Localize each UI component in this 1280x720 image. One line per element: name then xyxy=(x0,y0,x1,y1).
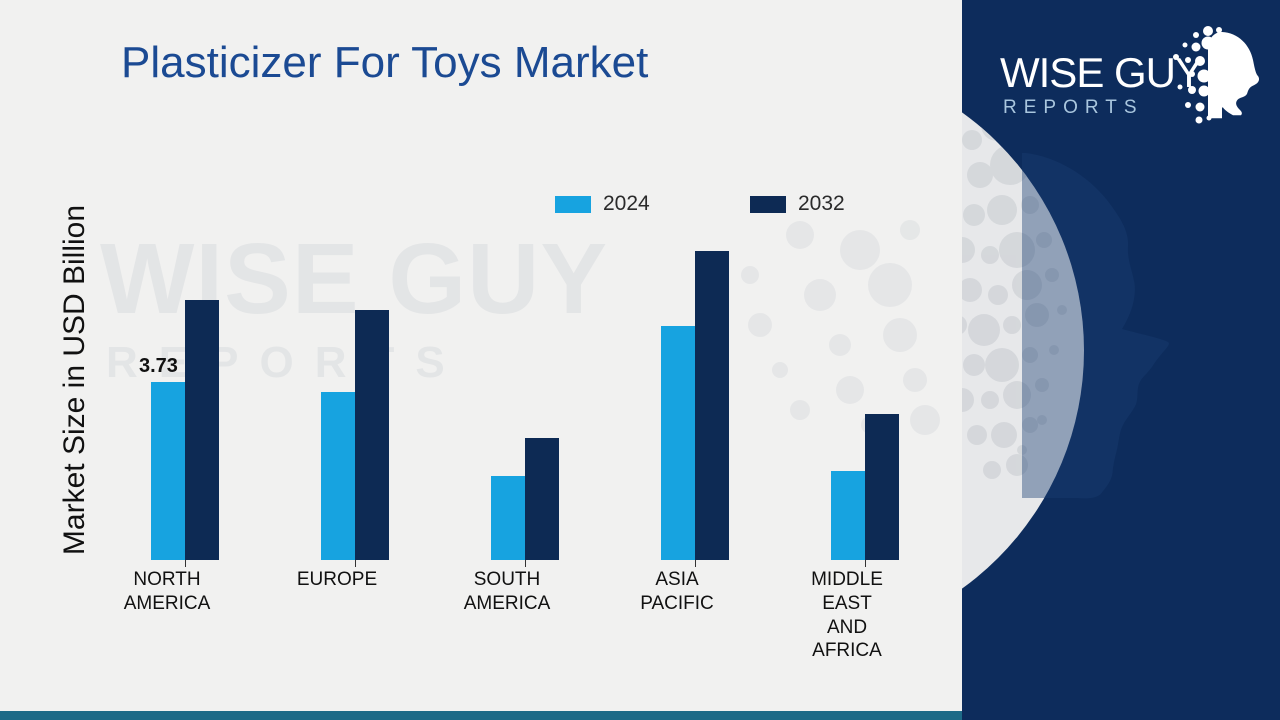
svg-text:REPORTS: REPORTS xyxy=(1003,97,1144,118)
svg-text:WISE GUY: WISE GUY xyxy=(1000,49,1203,96)
